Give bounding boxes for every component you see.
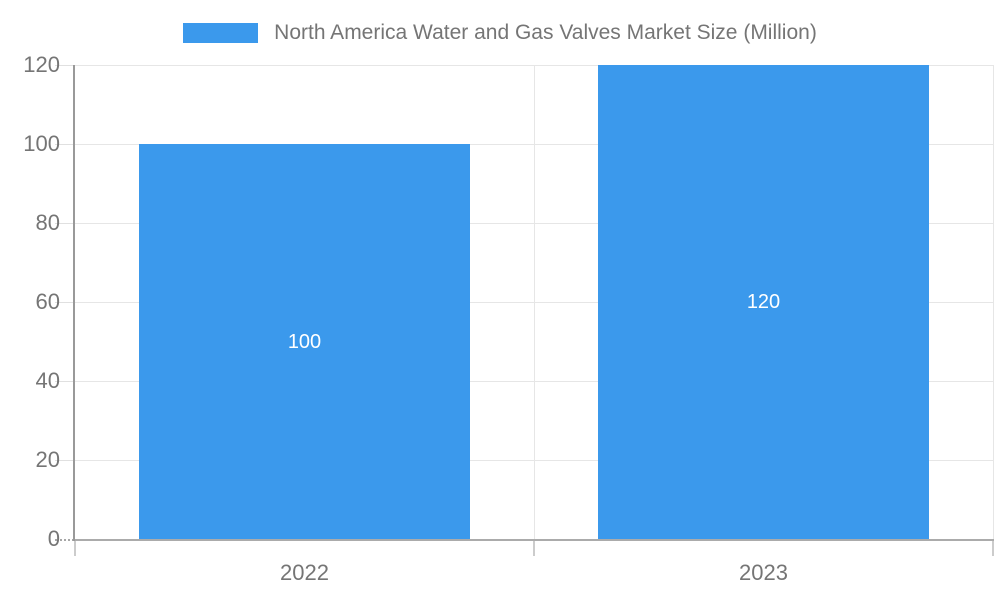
bar[interactable]: 120 (598, 65, 929, 539)
y-axis-tick (55, 381, 75, 382)
gridline (534, 65, 535, 539)
y-tick-label: 60 (35, 289, 60, 314)
x-tick-label: 2022 (280, 560, 329, 585)
y-axis-zero-tick (55, 539, 74, 541)
legend-swatch-icon (183, 23, 259, 43)
bar[interactable]: 100 (139, 144, 470, 539)
y-axis-tick (55, 65, 75, 66)
legend-label: North America Water and Gas Valves Marke… (274, 21, 817, 44)
y-tick-label: 100 (23, 131, 60, 156)
bar-value-label: 100 (287, 331, 322, 353)
x-axis-tick (533, 541, 535, 556)
y-tick-label: 120 (23, 52, 60, 77)
y-axis-tick (55, 223, 75, 224)
y-tick-label: 80 (35, 210, 60, 235)
y-tick-label: 0 (47, 526, 60, 551)
bar-value-label: 120 (746, 291, 781, 313)
y-axis-tick (55, 460, 75, 461)
x-axis-tick (74, 541, 76, 556)
x-tick-label: 2023 (739, 560, 788, 585)
y-tick-label: 40 (35, 368, 60, 393)
chart-legend[interactable]: North America Water and Gas Valves Marke… (0, 21, 1000, 45)
y-axis-line (73, 65, 75, 541)
y-axis-tick (55, 302, 75, 303)
y-tick-label: 20 (35, 447, 60, 472)
x-axis-line (75, 539, 994, 541)
gridline (993, 65, 994, 539)
x-axis-tick (992, 541, 994, 556)
y-axis-tick (55, 144, 75, 145)
